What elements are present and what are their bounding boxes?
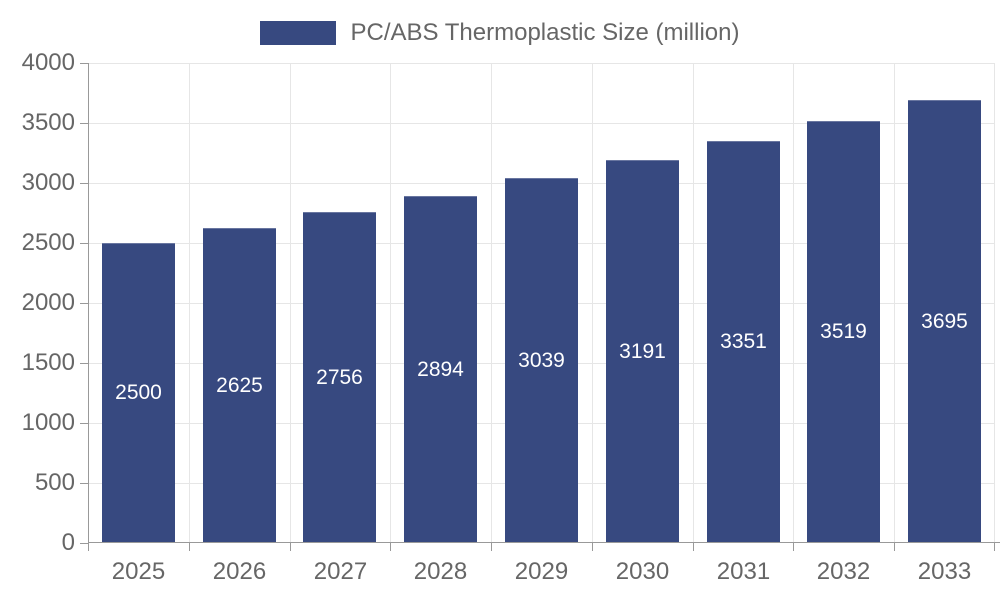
v-gridline xyxy=(189,63,190,542)
y-tick-label: 2000 xyxy=(21,289,75,316)
y-axis-tick xyxy=(80,423,88,424)
y-tick-label: 0 xyxy=(61,529,75,556)
bar[interactable]: 2625 xyxy=(203,228,276,543)
x-axis-line xyxy=(88,542,1000,543)
bar-value-label: 3695 xyxy=(921,309,968,333)
x-axis-tick xyxy=(290,543,291,551)
bar-value-label: 3191 xyxy=(619,339,666,363)
v-gridline xyxy=(894,63,895,542)
bar[interactable]: 2756 xyxy=(303,212,376,543)
legend-label: PC/ABS Thermoplastic Size (million) xyxy=(350,19,740,46)
y-tick-label: 3500 xyxy=(21,109,75,136)
x-tick-label: 2031 xyxy=(716,558,771,585)
legend: PC/ABS Thermoplastic Size (million) xyxy=(0,19,1000,47)
y-tick-label: 4000 xyxy=(21,49,75,76)
bar[interactable]: 3351 xyxy=(707,141,780,543)
bar-value-label: 3039 xyxy=(518,348,565,372)
y-tick-label: 1500 xyxy=(21,349,75,376)
x-tick-label: 2026 xyxy=(212,558,267,585)
bar-value-label: 2894 xyxy=(417,357,464,381)
x-tick-label: 2030 xyxy=(615,558,670,585)
bar-value-label: 2756 xyxy=(316,365,363,389)
x-axis-tick xyxy=(994,543,995,551)
v-gridline xyxy=(290,63,291,542)
x-tick-label: 2025 xyxy=(111,558,166,585)
y-axis-tick xyxy=(80,123,88,124)
x-axis-tick xyxy=(88,543,89,551)
x-tick-label: 2032 xyxy=(816,558,871,585)
y-axis-tick xyxy=(80,483,88,484)
x-axis-tick xyxy=(894,543,895,551)
h-gridline xyxy=(89,123,995,124)
v-gridline xyxy=(994,63,995,542)
y-tick-label: 3000 xyxy=(21,169,75,196)
y-axis-tick xyxy=(80,303,88,304)
legend-swatch-icon xyxy=(260,21,337,45)
v-gridline xyxy=(592,63,593,542)
bar-value-label: 3519 xyxy=(820,320,867,343)
y-tick-label: 500 xyxy=(34,469,75,496)
v-gridline xyxy=(693,63,694,542)
y-axis-tick xyxy=(80,63,88,64)
v-gridline xyxy=(793,63,794,542)
x-axis-tick xyxy=(390,543,391,551)
x-axis-tick xyxy=(693,543,694,551)
x-tick-label: 2028 xyxy=(413,558,468,585)
plot-area: 0 500 1000 1500 2000 2500 3000 3500 4000 2025 2500… xyxy=(22,49,1000,585)
bar-value-label: 2500 xyxy=(115,381,162,404)
x-tick-label: 2033 xyxy=(917,558,972,585)
bar-value-label: 2625 xyxy=(216,373,263,397)
bar-value-label: 3351 xyxy=(720,330,767,353)
x-tick-label: 2029 xyxy=(514,558,569,585)
bar[interactable]: 3191 xyxy=(606,160,679,543)
y-axis-line xyxy=(88,63,89,543)
x-axis-tick xyxy=(189,543,190,551)
y-axis-tick xyxy=(80,543,88,544)
v-gridline xyxy=(390,63,391,542)
y-tick-label: 1000 xyxy=(21,409,75,436)
y-axis-tick xyxy=(80,363,88,364)
v-gridline xyxy=(491,63,492,542)
y-axis-tick xyxy=(80,183,88,184)
x-axis-tick xyxy=(592,543,593,551)
x-axis-tick xyxy=(491,543,492,551)
bar[interactable]: 3695 xyxy=(908,100,981,543)
bar[interactable]: 2894 xyxy=(404,196,477,543)
h-gridline xyxy=(89,63,995,64)
y-axis-tick xyxy=(80,243,88,244)
bar[interactable]: 2500 xyxy=(102,243,175,543)
bar[interactable]: 3039 xyxy=(505,178,578,543)
bar[interactable]: 3519 xyxy=(807,121,880,543)
x-tick-label: 2027 xyxy=(313,558,368,585)
x-axis-tick xyxy=(793,543,794,551)
y-tick-label: 2500 xyxy=(21,229,75,256)
legend-item[interactable]: PC/ABS Thermoplastic Size (million) xyxy=(260,19,740,47)
